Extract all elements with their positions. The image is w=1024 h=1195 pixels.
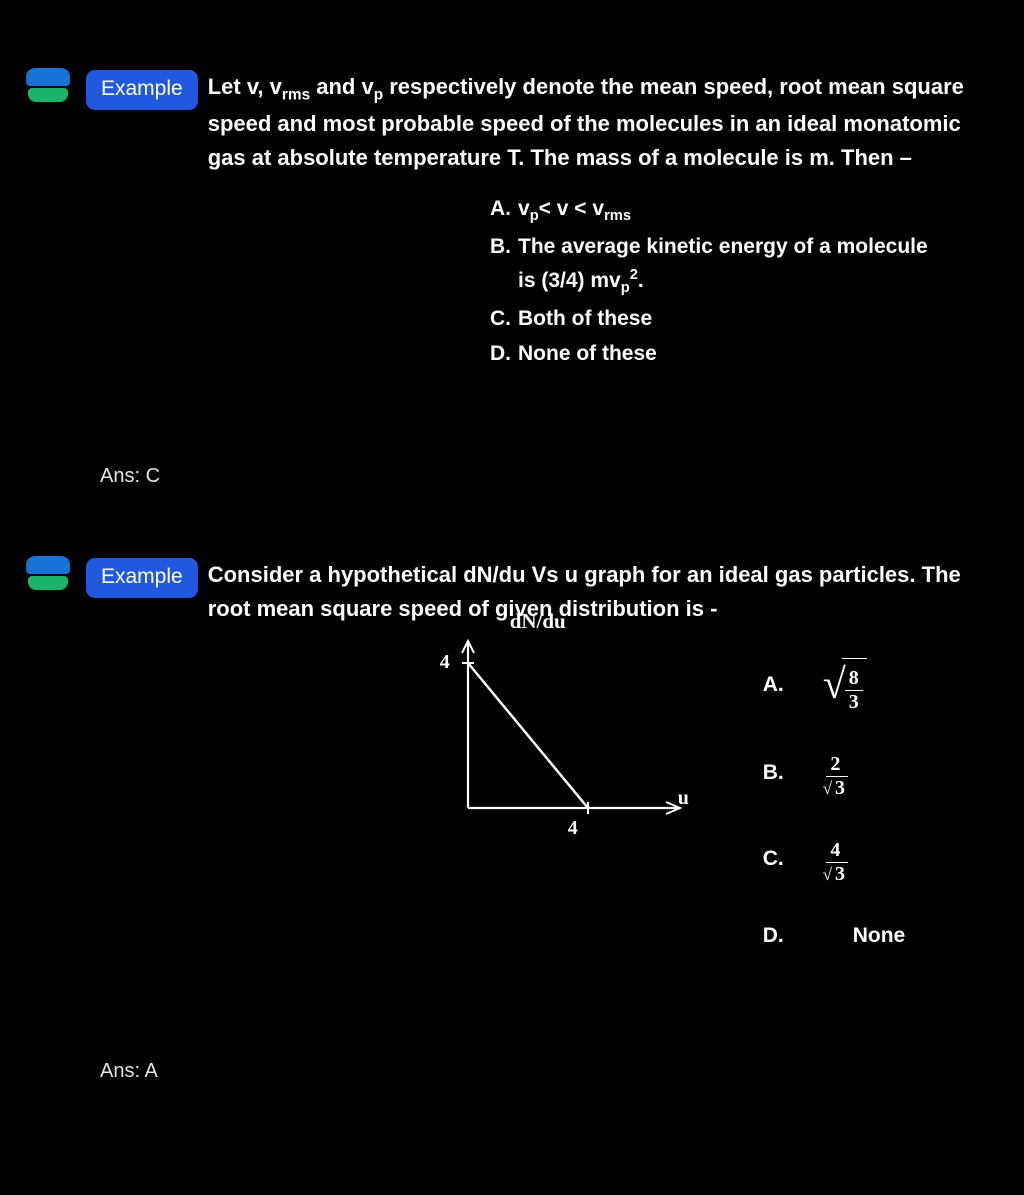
y-tick-label: 4: [440, 647, 450, 678]
section-marker-icon: [20, 556, 76, 590]
option-value: √83: [823, 658, 867, 713]
answer-label: Ans: C: [100, 461, 984, 492]
option-value: 4√3: [823, 834, 848, 885]
option-letter: C.: [490, 303, 518, 336]
option-row: B.The average kinetic energy of a molecu…: [490, 231, 984, 300]
example-chip: Example: [86, 558, 198, 598]
option-row: A.√83: [763, 658, 906, 713]
option-value: None: [823, 920, 906, 953]
option-letter: C.: [763, 843, 823, 876]
option-row: D.None: [763, 920, 906, 953]
question-text: Consider a hypothetical dN/du Vs u graph…: [198, 558, 984, 626]
example-2: Example Consider a hypothetical dN/du Vs…: [20, 558, 984, 1087]
y-axis-label: dN/du: [510, 605, 566, 638]
option-letter: D.: [763, 920, 823, 953]
options-list-2: A.√83 B.2√3 C.4√3 D.None: [763, 658, 906, 988]
example1-header: Example Let v, vrms and vp respectively …: [20, 70, 984, 175]
option-row: B.2√3: [763, 748, 906, 799]
option-letter: B.: [490, 231, 518, 300]
option-text: Both of these: [518, 303, 652, 336]
option-text: vp< v < vrms: [518, 193, 631, 228]
example-chip: Example: [86, 70, 198, 110]
graph-svg: [458, 633, 708, 843]
option-row: A.vp< v < vrms: [490, 193, 984, 228]
option-text: The average kinetic energy of a molecule…: [518, 231, 938, 300]
option-row: C.Both of these: [490, 303, 984, 336]
question-body: Consider a hypothetical dN/du Vs u graph…: [208, 562, 961, 621]
option-letter: A.: [490, 193, 518, 228]
option-letter: B.: [763, 757, 823, 790]
option-letter: D.: [490, 338, 518, 371]
option-letter: A.: [763, 669, 823, 702]
option-row: D.None of these: [490, 338, 984, 371]
option-row: C.4√3: [763, 834, 906, 885]
question-text: Let v, vrms and vp respectively denote t…: [198, 70, 984, 175]
option-value: 2√3: [823, 748, 848, 799]
options-list: A.vp< v < vrmsB.The average kinetic ener…: [490, 193, 984, 371]
x-tick-label: 4: [568, 813, 578, 844]
x-axis-label: u: [678, 783, 689, 814]
graph: dN/du 4 4 u: [458, 633, 708, 853]
answer-label: Ans: A: [100, 1056, 984, 1087]
example-1: Example Let v, vrms and vp respectively …: [20, 70, 984, 492]
section-marker-icon: [20, 68, 76, 102]
option-text: None of these: [518, 338, 657, 371]
example2-header: Example Consider a hypothetical dN/du Vs…: [20, 558, 984, 626]
